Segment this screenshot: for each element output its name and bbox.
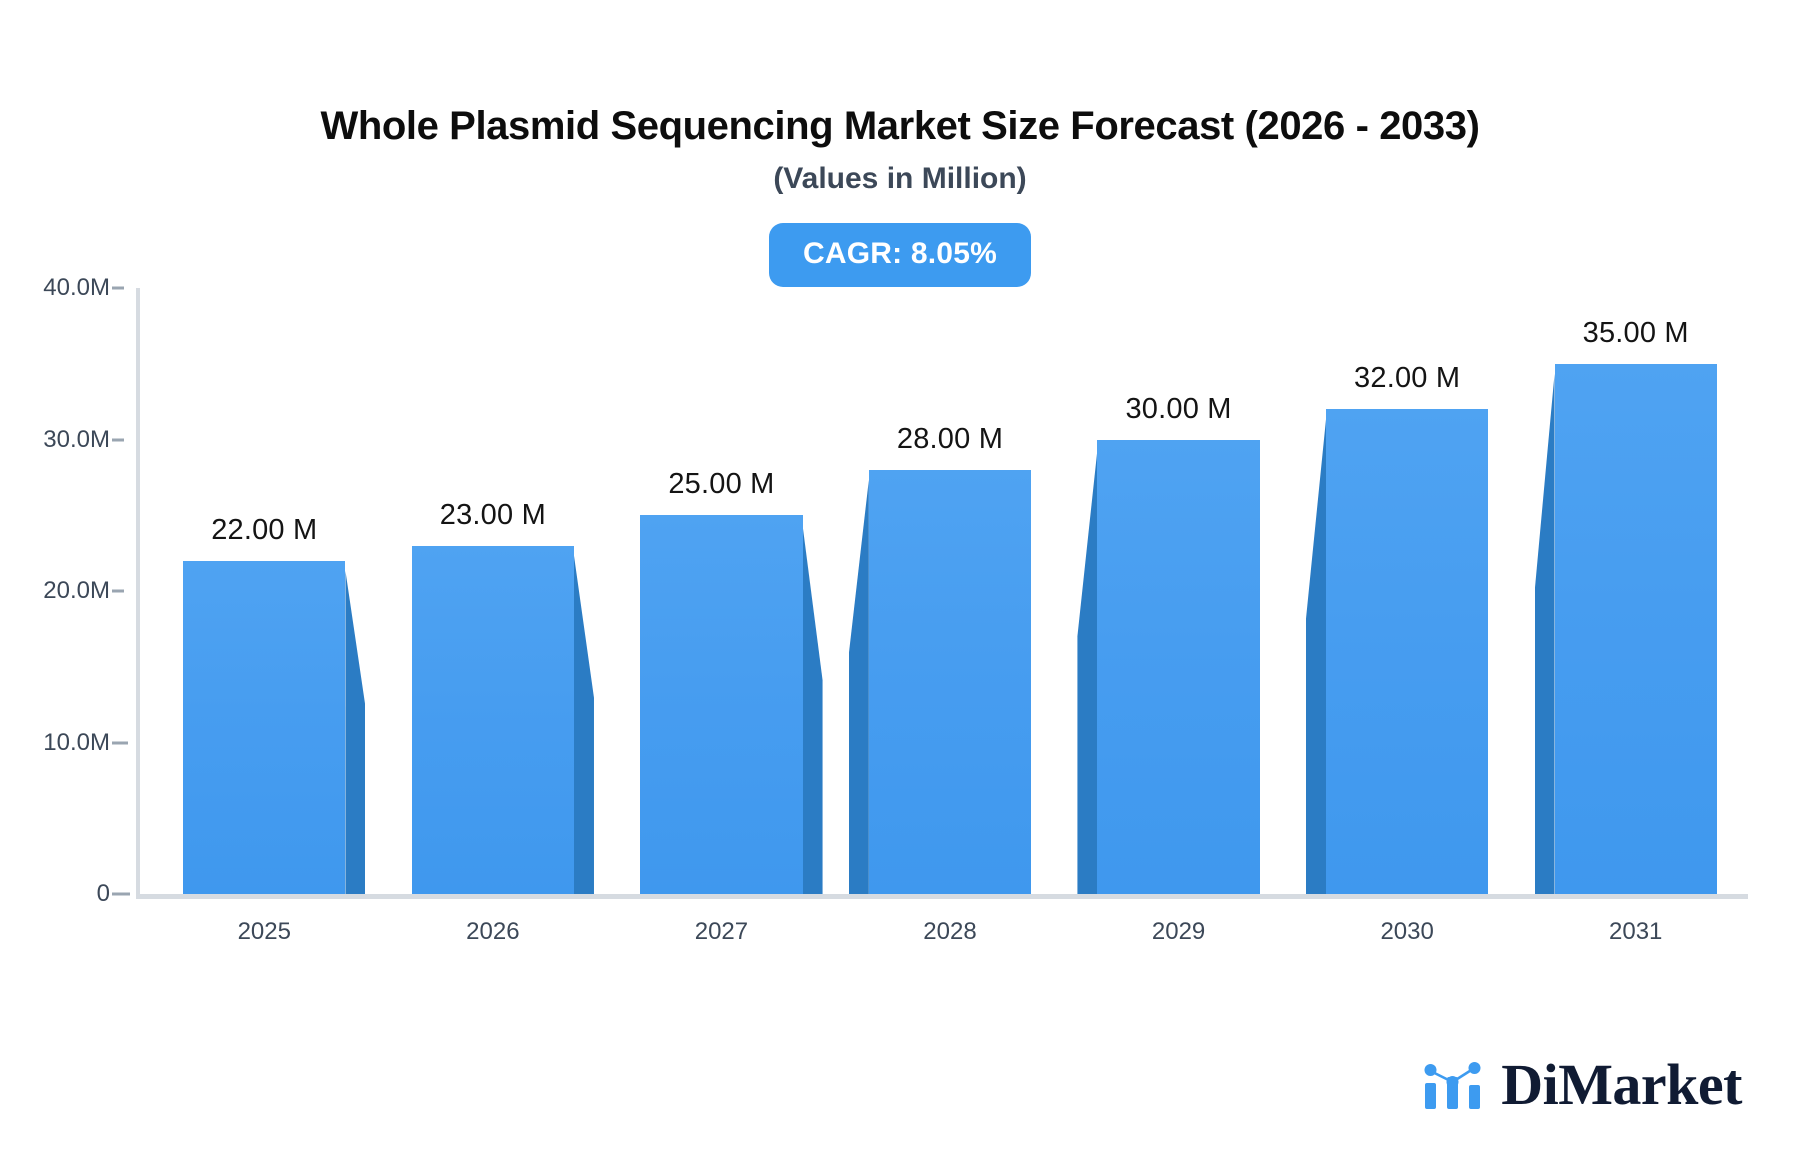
bar[interactable]	[1306, 409, 1489, 894]
bar-side-face	[345, 570, 366, 894]
bar-side-face	[573, 555, 594, 894]
y-axis-tick-mark	[112, 741, 128, 744]
bar-front-face	[868, 469, 1032, 894]
bar[interactable]	[640, 515, 823, 894]
chart-subtitle: (Values in Million)	[773, 162, 1027, 195]
dimarket-logo: DiMarket	[1423, 1056, 1742, 1114]
bar-side-face	[802, 525, 823, 894]
bar-side-face	[848, 479, 869, 894]
bar-chart-icon	[1424, 1062, 1481, 1109]
bar-side-face	[1077, 449, 1098, 894]
bar[interactable]	[1534, 363, 1717, 894]
x-axis-tick-label: 2028	[923, 918, 977, 945]
bar-value-label: 25.00 M	[668, 468, 775, 501]
bar-column[interactable]: 28.00 M	[848, 288, 1032, 894]
y-axis-tick-mark	[112, 286, 124, 290]
chart-header: Whole Plasmid Sequencing Market Size For…	[0, 0, 1800, 287]
bar-value-label: 30.00 M	[1125, 392, 1232, 425]
y-axis-tick-label: 10.0M	[43, 728, 110, 756]
page-title: Whole Plasmid Sequencing Market Size For…	[320, 104, 1480, 148]
bar-front-face	[183, 560, 346, 894]
bar-series: 22.00 M 23.00 M 25.00 M 28.00 M 30.00 M 32.00…	[150, 288, 1750, 894]
x-axis-tick-label: 2025	[237, 918, 291, 945]
y-axis-tick-mark	[112, 438, 124, 441]
bar[interactable]	[1077, 439, 1260, 894]
bar-column[interactable]: 25.00 M	[640, 288, 823, 894]
bar-front-face	[1326, 409, 1489, 894]
x-axis-tick-label: 2026	[466, 918, 520, 945]
bar-column[interactable]: 30.00 M	[1077, 288, 1260, 894]
bar-column[interactable]: 35.00 M	[1534, 288, 1717, 894]
bar-value-label: 28.00 M	[896, 422, 1004, 455]
bar-side-face	[1306, 419, 1326, 894]
x-axis-tick-label: 2029	[1151, 918, 1206, 945]
bar-side-face	[1534, 373, 1555, 894]
x-axis-tick-label: 2031	[1609, 918, 1663, 945]
bar-value-label: 23.00 M	[439, 498, 546, 531]
x-axis-line	[136, 894, 1748, 899]
y-axis-tick-label: 20.0M	[43, 577, 110, 604]
y-axis-tick-label: 0	[96, 880, 110, 907]
bar-column[interactable]: 22.00 M	[183, 288, 366, 894]
bar-value-label: 22.00 M	[211, 513, 318, 546]
y-axis-tick-mark	[112, 892, 130, 896]
bar-front-face	[1554, 363, 1717, 894]
bar-front-face	[411, 545, 574, 894]
bar-column[interactable]: 32.00 M	[1306, 288, 1489, 894]
x-axis-tick-label: 2027	[694, 918, 749, 945]
logo-text: DiMarket	[1501, 1052, 1742, 1117]
y-axis-tick-label: 40.0M	[43, 274, 110, 301]
x-axis-tick-label: 2030	[1380, 918, 1434, 945]
bar[interactable]	[848, 469, 1032, 894]
cagr-badge: CAGR: 8.05%	[769, 223, 1031, 287]
bar-column[interactable]: 23.00 M	[411, 288, 594, 894]
y-axis-tick-mark	[112, 589, 124, 593]
y-axis-tick-label: 30.0M	[43, 425, 110, 453]
y-axis-line	[136, 288, 140, 896]
bar[interactable]	[411, 545, 594, 894]
bar-front-face	[640, 515, 803, 894]
bar-front-face	[1097, 439, 1260, 894]
bar-value-label: 32.00 M	[1354, 362, 1461, 395]
bar-value-label: 35.00 M	[1582, 316, 1689, 349]
bar[interactable]	[183, 560, 366, 894]
